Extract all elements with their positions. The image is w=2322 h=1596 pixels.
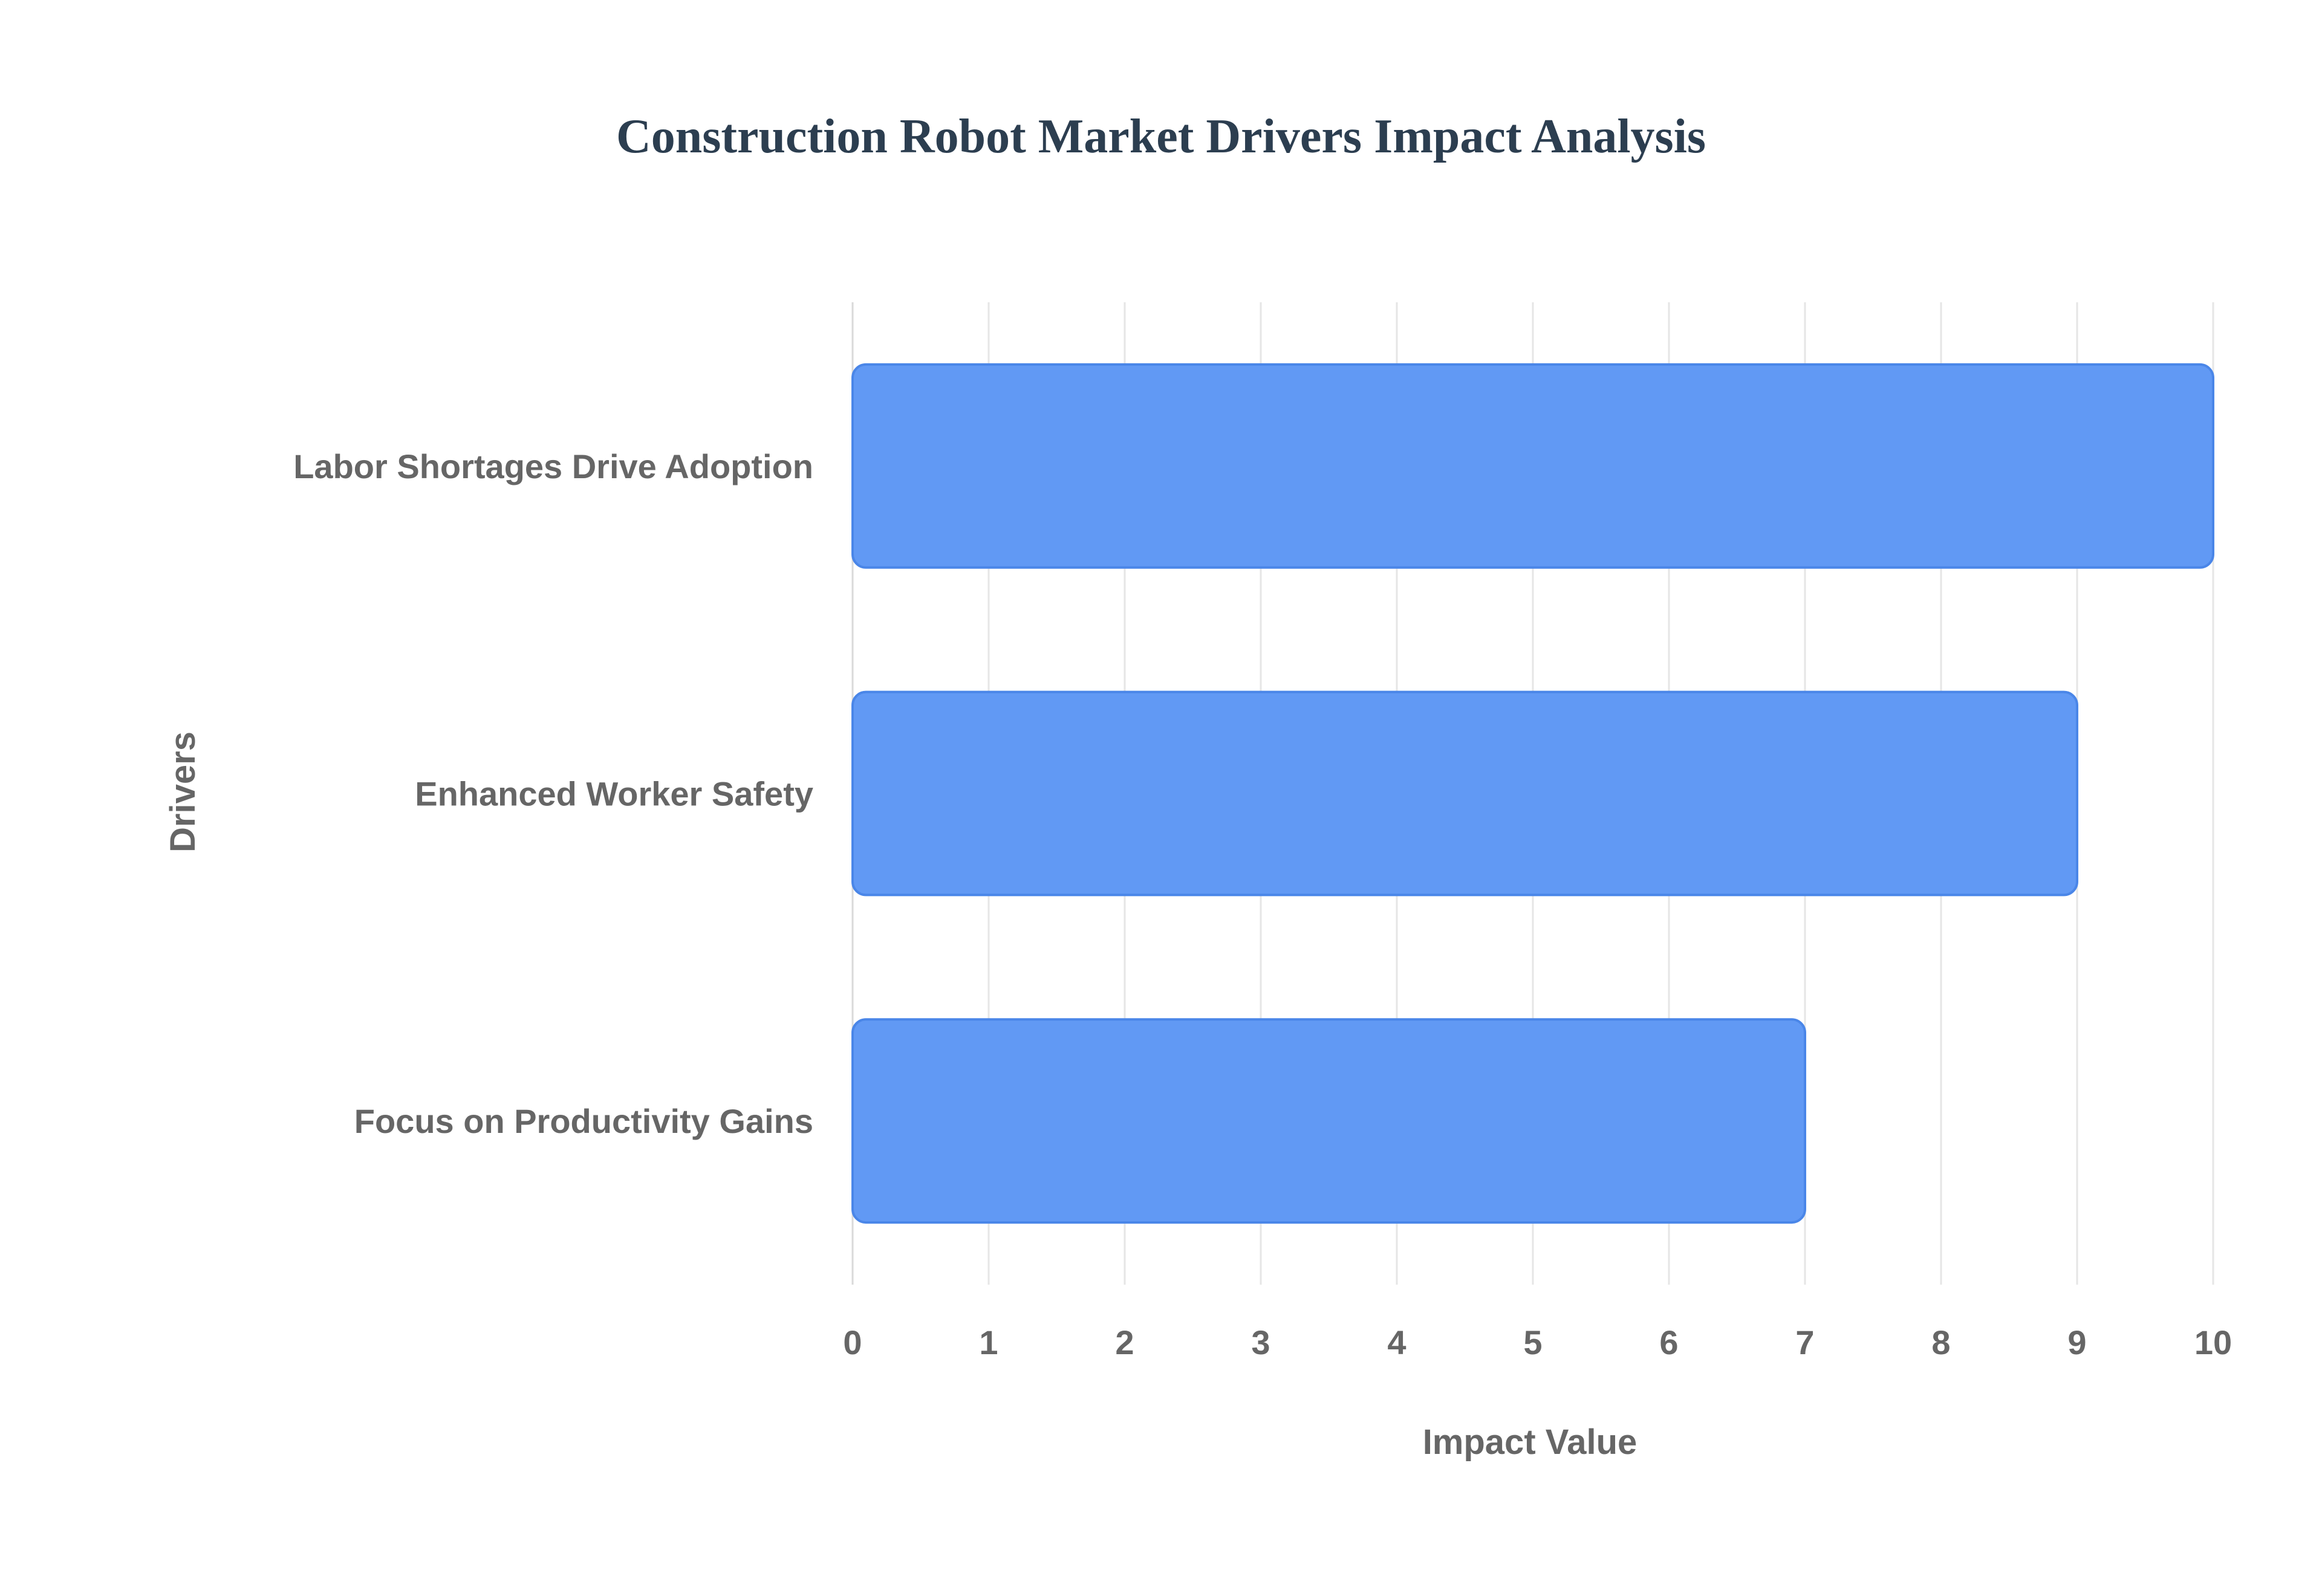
x-tick-label: 5: [1523, 1323, 1542, 1361]
x-tick-label: 7: [1795, 1323, 1814, 1361]
x-tick-label: 10: [2194, 1323, 2232, 1361]
bar: [851, 690, 2078, 897]
category-label: Enhanced Worker Safety: [415, 775, 813, 813]
chart-title: Construction Robot Market Drivers Impact…: [616, 110, 1706, 163]
category-label: Labor Shortages Drive Adoption: [293, 447, 813, 485]
bar: [851, 1018, 1806, 1224]
y-axis-title: Drivers: [163, 731, 203, 852]
bar: [851, 363, 2214, 569]
x-tick-label: 0: [843, 1323, 862, 1361]
category-labels: Labor Shortages Drive Adoption Enhanced W…: [293, 447, 813, 1140]
category-label: Focus on Productivity Gains: [354, 1102, 813, 1140]
x-axis-title: Impact Value: [1423, 1422, 1637, 1462]
x-tick-label: 3: [1251, 1323, 1270, 1361]
x-tick-label: 8: [1931, 1323, 1950, 1361]
x-tick-label: 6: [1659, 1323, 1678, 1361]
x-tick-labels: 0 1 2 3 4 5 6 7 8 9 10: [843, 1323, 2232, 1361]
x-tick-label: 4: [1387, 1323, 1406, 1361]
x-tick-label: 1: [979, 1323, 998, 1361]
bars: [851, 363, 2214, 1224]
x-tick-label: 9: [2067, 1323, 2086, 1361]
x-tick-label: 2: [1115, 1323, 1134, 1361]
